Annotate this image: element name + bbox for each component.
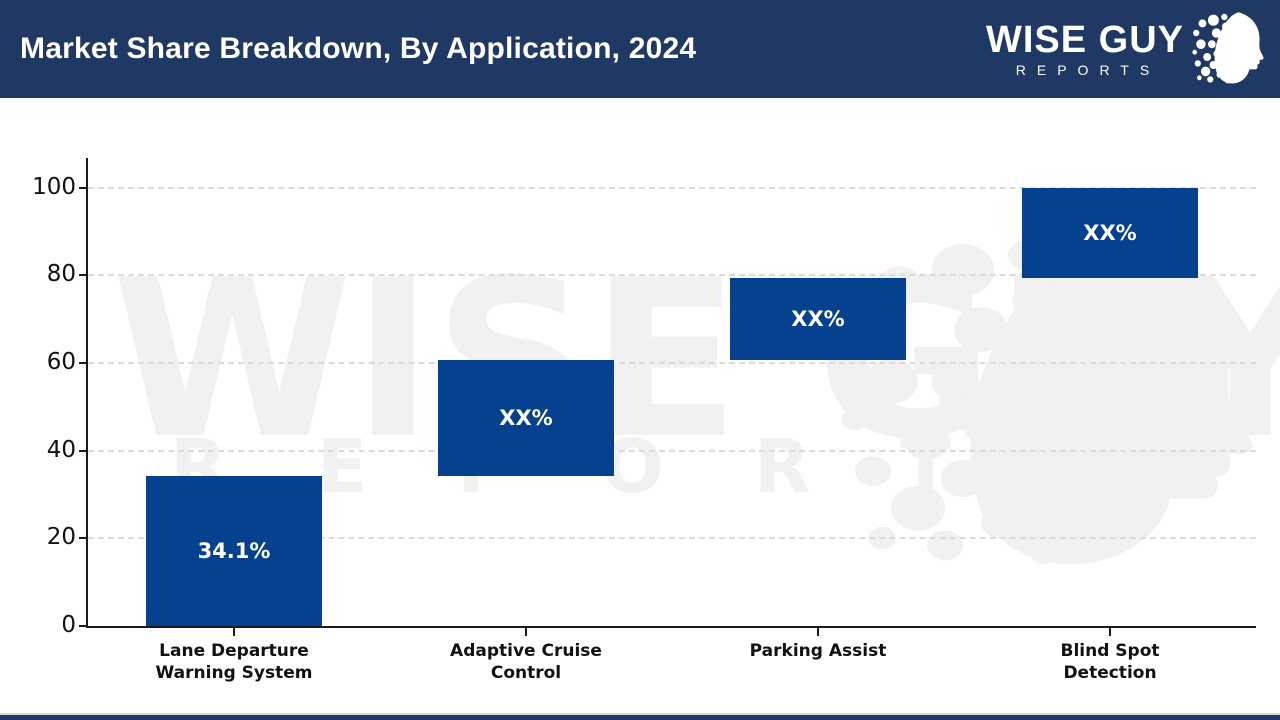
bar-value-label: 34.1% (197, 539, 271, 564)
y-tick-label-80: 80 (46, 261, 76, 288)
logo-line1: WISE GUY (985, 18, 1184, 61)
x-tick-mark (817, 627, 819, 636)
page-title: Market Share Breakdown, By Application, … (20, 32, 697, 65)
gridline-60 (88, 361, 1256, 364)
gridline-100 (88, 186, 1256, 189)
bar-value-label: XX% (791, 307, 845, 332)
gridline-40 (88, 449, 1256, 452)
category-label: Lane Departure Warning System (155, 641, 313, 684)
y-tick-mark-0 (79, 625, 88, 627)
bar-segment: XX% (730, 277, 906, 361)
x-tick-mark (233, 627, 235, 636)
wiseguy-logo: WISE GUY REPORTS (986, 6, 1268, 92)
y-tick-mark-100 (79, 186, 88, 189)
y-axis-line (86, 158, 88, 628)
x-tick-mark (525, 627, 527, 636)
y-tick-mark-80 (79, 274, 88, 277)
header-bar: Market Share Breakdown, By Application, … (0, 0, 1280, 98)
y-tick-mark-40 (79, 449, 88, 452)
y-tick-label-40: 40 (46, 436, 76, 463)
logo-line2: REPORTS (1015, 61, 1161, 78)
x-tick-mark (1109, 627, 1111, 636)
bar-value-label: XX% (499, 406, 553, 431)
dotted-head-watermark (841, 232, 1253, 565)
bar-value-label: XX% (1083, 220, 1137, 245)
y-tick-label-100: 100 (32, 173, 76, 200)
bar-segment: 34.1% (146, 476, 322, 626)
gridline-80 (88, 274, 1256, 277)
dotted-head-icon (1192, 12, 1264, 84)
footer-divider (0, 713, 1280, 715)
y-tick-label-0: 0 (61, 612, 76, 638)
logo-text: WISE GUY REPORTS (986, 21, 1184, 78)
gridline-20 (88, 537, 1256, 540)
category-label: Adaptive Cruise Control (450, 641, 602, 684)
bar-segment: XX% (1022, 187, 1198, 278)
y-tick-label-20: 20 (46, 524, 76, 551)
footer-bar (0, 715, 1280, 720)
y-tick-mark-20 (79, 537, 88, 540)
category-label: Parking Assist (749, 641, 887, 661)
x-axis-line (86, 626, 1256, 628)
category-label: Blind Spot Detection (1060, 641, 1160, 684)
bar-segment: XX% (438, 360, 614, 477)
y-tick-label-60: 60 (46, 348, 76, 375)
y-tick-mark-60 (79, 361, 88, 364)
